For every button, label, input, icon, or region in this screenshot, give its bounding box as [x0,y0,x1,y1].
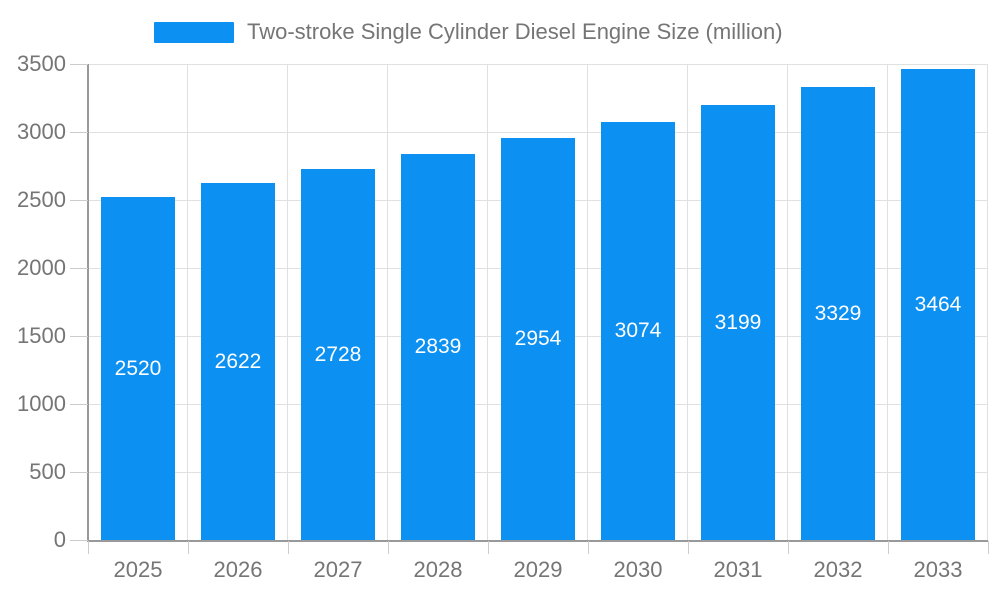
x-axis-tick [188,541,189,554]
x-axis-tick [788,541,789,554]
legend-label: Two-stroke Single Cylinder Diesel Engine… [247,19,783,44]
gridline-horizontal [88,64,988,65]
y-axis-tick [70,336,88,337]
y-axis-tick-label: 1000 [17,391,66,416]
y-axis-tick-label: 2000 [17,255,66,280]
y-axis-tick-label: 0 [53,527,66,552]
chart-legend[interactable]: Two-stroke Single Cylinder Diesel Engine… [154,19,783,45]
gridline-vertical [587,64,588,540]
x-axis-tick-label: 2032 [813,557,863,582]
bar-2025[interactable] [101,197,175,540]
x-axis-tick-label: 2025 [113,557,163,582]
x-axis-tick-label: 2030 [613,557,663,582]
x-axis-tick [988,541,989,554]
bar-2026[interactable] [201,183,275,540]
x-axis-tick [888,541,889,554]
x-axis-tick-label: 2027 [313,557,363,582]
y-axis-line [87,64,89,541]
gridline-vertical [487,64,488,540]
bar-2027[interactable] [301,169,375,540]
legend-swatch[interactable] [154,21,234,43]
gridline-vertical [387,64,388,540]
y-axis-tick [70,404,88,405]
gridline-vertical [887,64,888,540]
gridline-vertical [187,64,188,540]
y-axis-tick-label: 3500 [17,51,66,76]
gridline-vertical [987,64,988,540]
y-axis-tick-label: 1500 [17,323,66,348]
y-axis-tick-label: 2500 [17,187,66,212]
bar-2028[interactable] [401,154,475,540]
x-axis-tick-label: 2031 [713,557,763,582]
gridline-vertical [287,64,288,540]
y-axis-tick [70,268,88,269]
gridline-vertical [787,64,788,540]
x-axis-line [87,540,988,542]
x-axis-tick [588,541,589,554]
y-axis-tick [70,472,88,473]
plot-area: 2520 2622 2728 2839 2954 3074 3199 3329 3464 [88,64,988,540]
y-axis-tick [70,132,88,133]
y-axis-tick-label: 500 [29,459,66,484]
y-axis-tick-label: 3000 [17,119,66,144]
y-axis-tick [70,64,88,65]
x-axis-tick [288,541,289,554]
bar-2032[interactable] [801,87,875,540]
x-axis-tick-label: 2033 [913,557,963,582]
bar-2029[interactable] [501,138,575,540]
x-axis-tick [88,541,89,554]
gridline-vertical [687,64,688,540]
x-axis-tick-label: 2026 [213,557,263,582]
gridline-horizontal [88,132,988,133]
x-axis-tick-label: 2028 [413,557,463,582]
bar-2030[interactable] [601,122,675,540]
y-axis-tick [70,200,88,201]
x-axis-tick [488,541,489,554]
x-axis-tick [688,541,689,554]
bar-2033[interactable] [901,69,975,540]
x-axis-tick [388,541,389,554]
x-axis-tick-label: 2029 [513,557,563,582]
y-axis-tick [70,540,88,541]
bar-2031[interactable] [701,105,775,540]
